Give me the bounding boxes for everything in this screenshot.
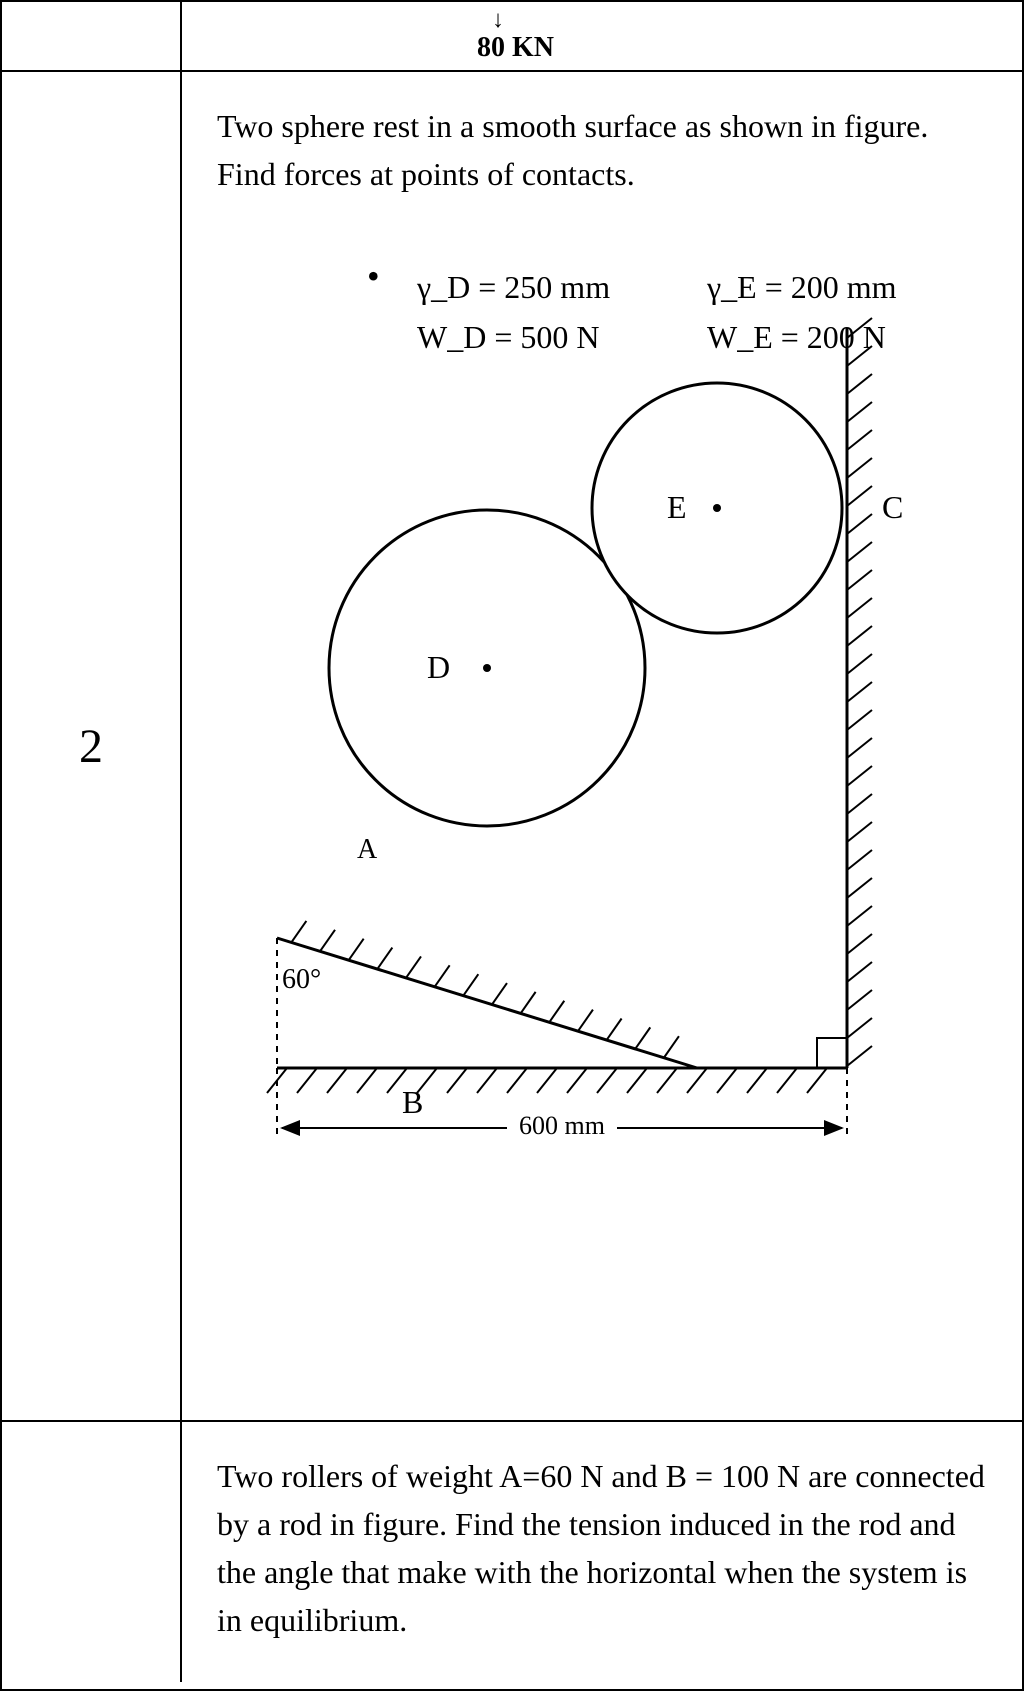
problem-1-content: Two sphere rest in a smooth surface as s…	[182, 72, 1022, 1420]
force-value-label: 80 KN	[477, 32, 554, 64]
problem-1-figure: • γ_D = 250 mm γ_E = 200 mm W_D = 500 N W_E …	[277, 258, 917, 1158]
svg-text:•: •	[367, 256, 380, 296]
problem-1-row: 2 Two sphere rest in a smooth surface as…	[2, 72, 1022, 1422]
problem-2-statement: Two rollers of weight A=60 N and B = 100…	[217, 1452, 987, 1644]
svg-text:E: E	[667, 489, 687, 525]
problem-2-number-cell	[2, 1422, 182, 1682]
svg-text:γ_D = 250 mm: γ_D = 250 mm	[416, 269, 610, 305]
svg-text:C: C	[882, 489, 903, 525]
svg-text:W_D = 500 N: W_D = 500 N	[417, 319, 599, 355]
svg-text:B: B	[402, 1084, 423, 1120]
problem-2-row: Two rollers of weight A=60 N and B = 100…	[2, 1422, 1022, 1682]
svg-text:γ_E = 200 mm: γ_E = 200 mm	[706, 269, 897, 305]
svg-text:A: A	[357, 834, 378, 865]
problem-1-number: 2	[2, 72, 182, 1420]
svg-text:W_E = 200 N: W_E = 200 N	[707, 319, 886, 355]
svg-text:60°: 60°	[282, 964, 321, 995]
svg-text:D: D	[427, 649, 450, 685]
figure-svg: • γ_D = 250 mm γ_E = 200 mm W_D = 500 N W_E …	[277, 258, 917, 1158]
top-fragment-left-cell	[2, 2, 182, 70]
top-fragment-content: ↓ 80 KN	[182, 2, 1022, 70]
problem-1-statement: Two sphere rest in a smooth surface as s…	[217, 102, 987, 198]
svg-text:600 mm: 600 mm	[519, 1111, 605, 1140]
down-arrow-icon: ↓	[492, 7, 504, 34]
problem-2-content: Two rollers of weight A=60 N and B = 100…	[182, 1422, 1022, 1682]
top-fragment-row: ↓ 80 KN	[2, 2, 1022, 72]
